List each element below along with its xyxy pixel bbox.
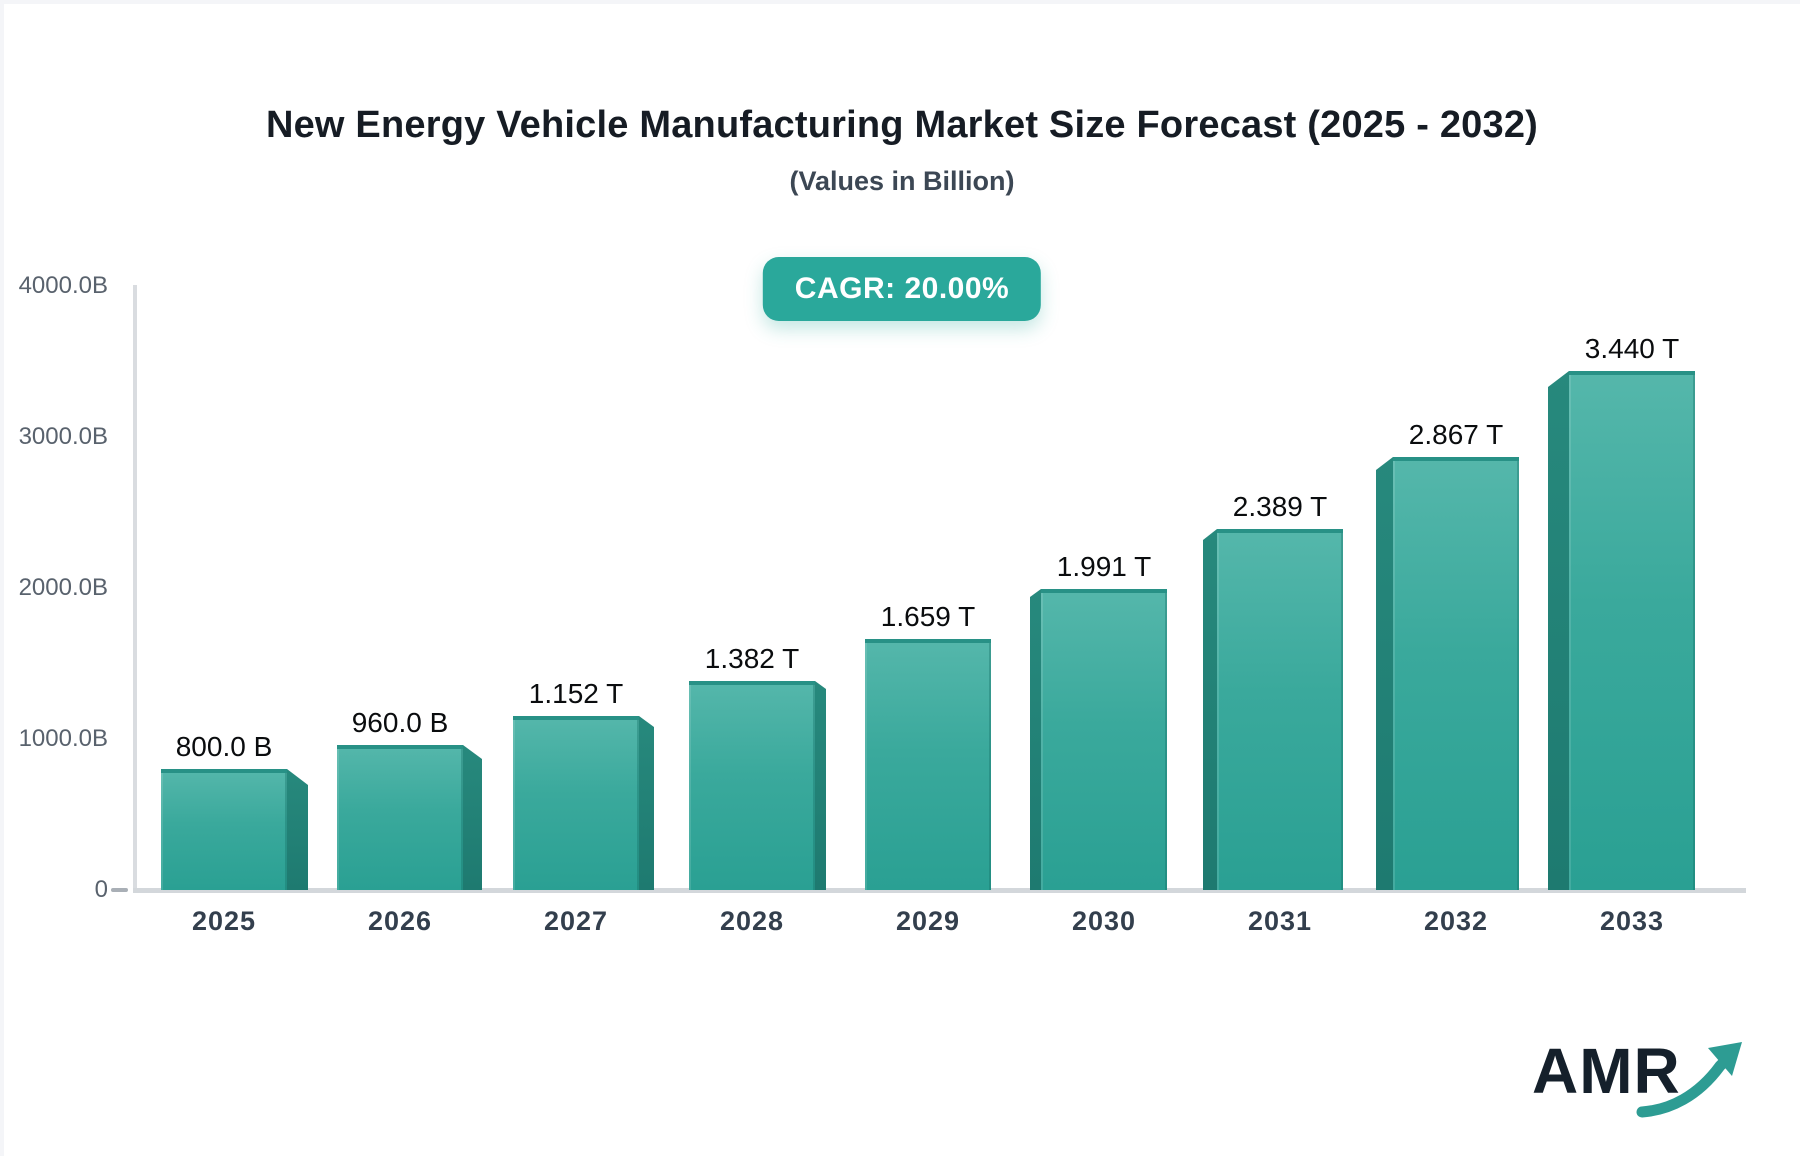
bar-value-label: 960.0 B bbox=[351, 707, 449, 738]
bar-side-face bbox=[463, 745, 482, 890]
bar-value-label: 3.440 T bbox=[1584, 333, 1680, 364]
bar-side-face bbox=[1030, 589, 1041, 890]
bar bbox=[1041, 589, 1167, 890]
y-axis-label: 4000.0B bbox=[18, 272, 108, 299]
chart-subtitle: (Values in Billion) bbox=[789, 166, 1015, 196]
bar-side-face bbox=[1376, 457, 1393, 890]
bar-value-label: 1.991 T bbox=[1056, 551, 1152, 582]
x-axis-label: 2027 bbox=[543, 906, 609, 936]
bar-side-face bbox=[1548, 371, 1569, 890]
bar bbox=[865, 639, 991, 890]
chart-card: New Energy Vehicle Manufacturing Market … bbox=[4, 4, 1800, 1156]
bar bbox=[1393, 457, 1519, 890]
bar bbox=[337, 745, 463, 890]
bar bbox=[1217, 529, 1343, 890]
x-axis-label: 2025 bbox=[191, 906, 257, 936]
bar-value-label: 1.659 T bbox=[880, 601, 976, 632]
bar bbox=[689, 681, 815, 890]
y-axis-line bbox=[133, 285, 137, 891]
bar-side-face bbox=[287, 769, 308, 890]
x-axis-label: 2032 bbox=[1423, 906, 1489, 936]
y-axis-label: 2000.0B bbox=[18, 574, 108, 601]
x-axis-label: 2033 bbox=[1599, 906, 1665, 936]
bar-value-label: 800.0 B bbox=[175, 731, 273, 762]
growth-arrow-icon bbox=[1636, 1042, 1742, 1118]
y-axis-label: 1000.0B bbox=[18, 725, 108, 752]
y-axis-label: 3000.0B bbox=[18, 423, 108, 450]
bar-value-label: 1.152 T bbox=[528, 678, 624, 709]
y-axis-label: 0 bbox=[94, 876, 108, 903]
x-axis-label: 2029 bbox=[895, 906, 961, 936]
x-axis-line bbox=[133, 888, 1746, 893]
amr-logo-text: AMR bbox=[1532, 1035, 1681, 1107]
x-axis-label: 2030 bbox=[1071, 906, 1137, 936]
bar-side-face bbox=[639, 716, 654, 890]
bar-value-label: 1.382 T bbox=[704, 643, 800, 674]
bar bbox=[513, 716, 639, 890]
amr-logo: AMR bbox=[1532, 1026, 1752, 1126]
bar-value-label: 2.389 T bbox=[1232, 491, 1328, 522]
bar bbox=[161, 769, 287, 890]
cagr-badge: CAGR: 20.00% bbox=[762, 257, 1042, 321]
zero-tick-mark bbox=[111, 888, 128, 892]
x-axis-label: 2028 bbox=[719, 906, 785, 936]
x-axis-label: 2026 bbox=[367, 906, 433, 936]
bar-value-label: 2.867 T bbox=[1408, 419, 1504, 450]
chart-title: New Energy Vehicle Manufacturing Market … bbox=[265, 104, 1539, 146]
bar-side-face bbox=[1203, 529, 1217, 890]
bar bbox=[1569, 371, 1695, 890]
bar-side-face bbox=[815, 681, 826, 890]
x-axis-label: 2031 bbox=[1247, 906, 1313, 936]
